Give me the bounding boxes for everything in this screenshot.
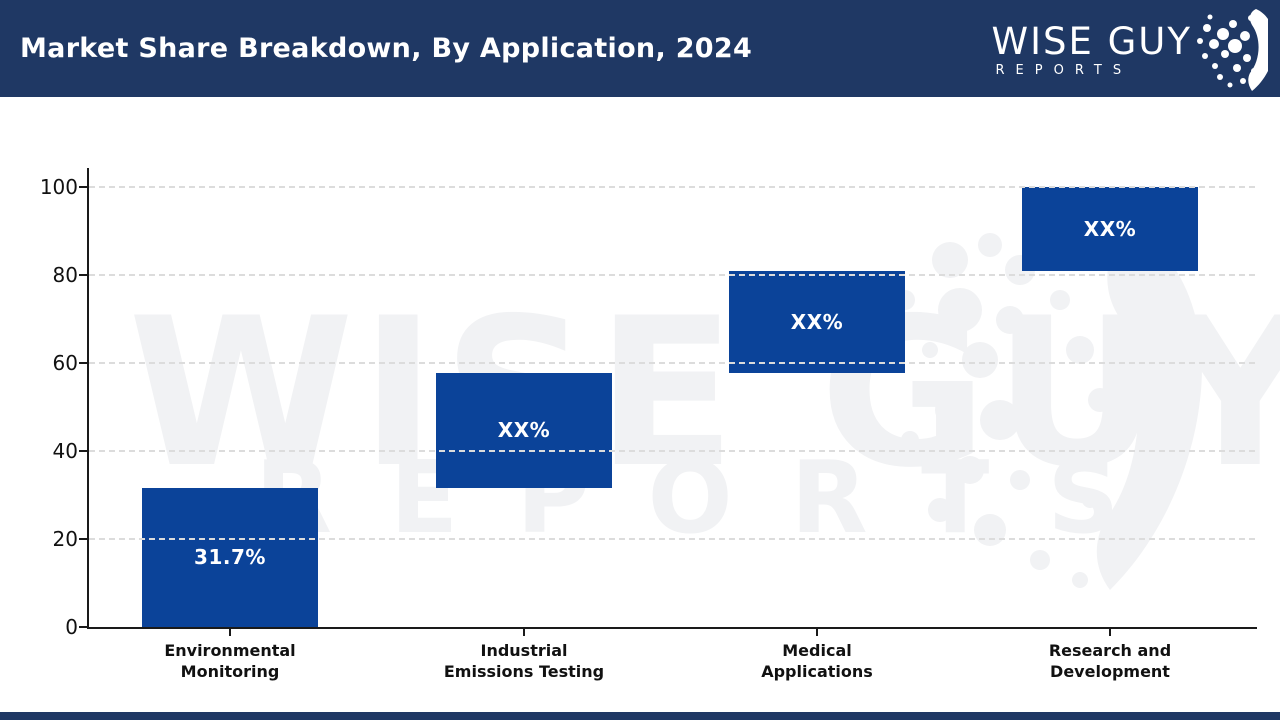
logo-subtitle: REPORTS	[995, 62, 1133, 78]
logo-face-icon	[1197, 9, 1268, 91]
x-tick-mark	[229, 629, 231, 636]
y-tick-label: 100	[39, 175, 78, 199]
bar-segment: XX%	[436, 373, 612, 488]
bar-value-label: XX%	[790, 310, 844, 335]
watermark-face-icon	[895, 230, 1202, 590]
bar-segment: XX%	[729, 271, 905, 374]
gridline-100	[89, 186, 1255, 188]
x-tick-mark	[523, 629, 525, 636]
y-tick-label: 40	[52, 439, 78, 463]
y-tick-mark	[79, 362, 87, 364]
y-tick-mark	[79, 538, 87, 540]
logo-text: WISE GUY REPORTS	[992, 23, 1192, 78]
y-tick-mark	[79, 626, 87, 628]
bar-segment: XX%	[1022, 187, 1198, 272]
y-axis-line	[87, 168, 89, 629]
watermark-wordmark: WISE GUY	[128, 275, 1280, 513]
y-tick-mark	[79, 186, 87, 188]
bar-value-label: XX%	[1083, 217, 1137, 242]
category-label: Industrial Emissions Testing	[443, 641, 605, 681]
category-label: Medical Applications	[761, 641, 873, 681]
y-tick-mark	[79, 450, 87, 452]
y-tick-label: 0	[65, 615, 78, 639]
gridline-60	[89, 362, 1255, 364]
footer-band	[0, 712, 1280, 720]
y-tick-label: 20	[52, 527, 78, 551]
gridline-80	[89, 274, 1255, 276]
x-axis-line	[87, 627, 1257, 629]
logo-wordmark: WISE GUY	[991, 19, 1192, 63]
x-tick-mark	[816, 629, 818, 636]
wise-guy-logo: WISE GUY REPORTS	[992, 6, 1268, 94]
page-title: Market Share Breakdown, By Application, …	[20, 33, 753, 64]
bar-segment: 31.7%	[142, 487, 318, 627]
y-tick-label: 80	[52, 263, 78, 287]
x-tick-mark	[1109, 629, 1111, 636]
bar-value-label: 31.7%	[194, 545, 266, 570]
category-label: Environmental Monitoring	[164, 641, 296, 681]
y-tick-label: 60	[52, 351, 78, 375]
category-label: Research and Development	[1048, 641, 1172, 681]
gridline-20	[89, 538, 1255, 540]
gridline-40	[89, 450, 1255, 452]
header-band: Market Share Breakdown, By Application, …	[0, 0, 1280, 97]
bar-value-label: XX%	[497, 418, 551, 443]
y-tick-mark	[79, 274, 87, 276]
